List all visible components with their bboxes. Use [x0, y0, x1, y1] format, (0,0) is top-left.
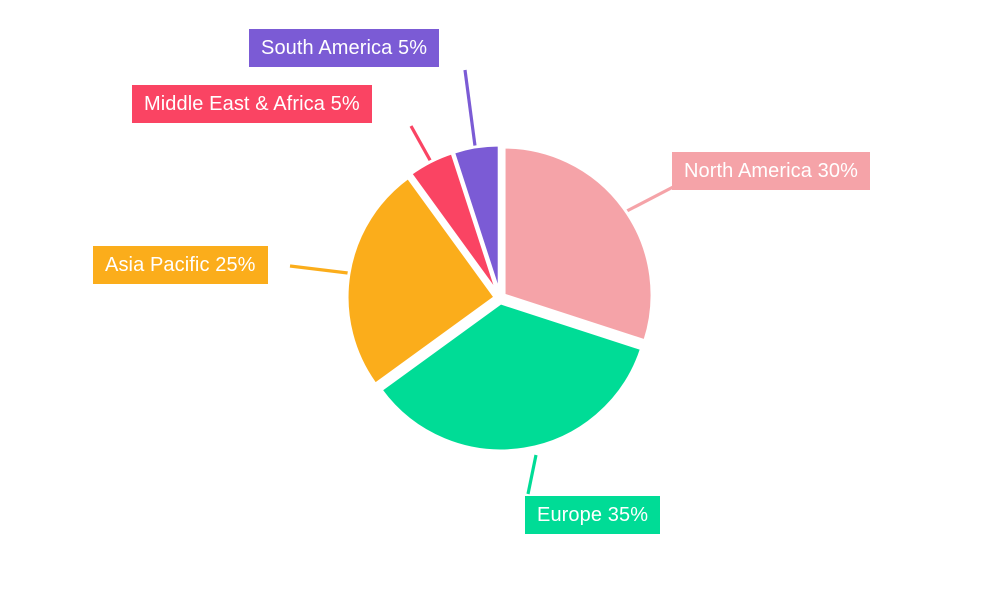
slice-label-north-america[interactable]: North America 30% [672, 152, 870, 190]
slice-label-text-asia-pacific: Asia Pacific 25% [105, 254, 256, 276]
slice-label-south-america[interactable]: South America 5% [249, 29, 440, 67]
slice-label-asia-pacific[interactable]: Asia Pacific 25% [93, 246, 268, 284]
leader-line-north-america [622, 184, 676, 215]
pie-slices-group [345, 143, 654, 453]
slice-label-europe[interactable]: Europe 35% [525, 496, 661, 534]
pie-slice-middle-east-africa[interactable] [409, 151, 500, 296]
slice-label-text-north-america: North America 30% [684, 160, 858, 182]
slice-label-text-europe: Europe 35% [537, 504, 649, 526]
pie-slice-south-america[interactable] [451, 143, 501, 295]
slice-label-middle-east-africa[interactable]: Middle East & Africa 5% [132, 85, 372, 123]
leader-line-europe [526, 454, 538, 495]
pie-slice-asia-pacific[interactable] [345, 175, 497, 386]
slice-label-text-south-america: South America 5% [261, 37, 428, 59]
pie-slice-north-america[interactable] [502, 145, 654, 343]
leader-line-asia-pacific [289, 264, 357, 276]
pie-slice-europe[interactable] [379, 301, 644, 453]
slice-label-text-middle-east-africa: Middle East & Africa 5% [144, 93, 360, 115]
